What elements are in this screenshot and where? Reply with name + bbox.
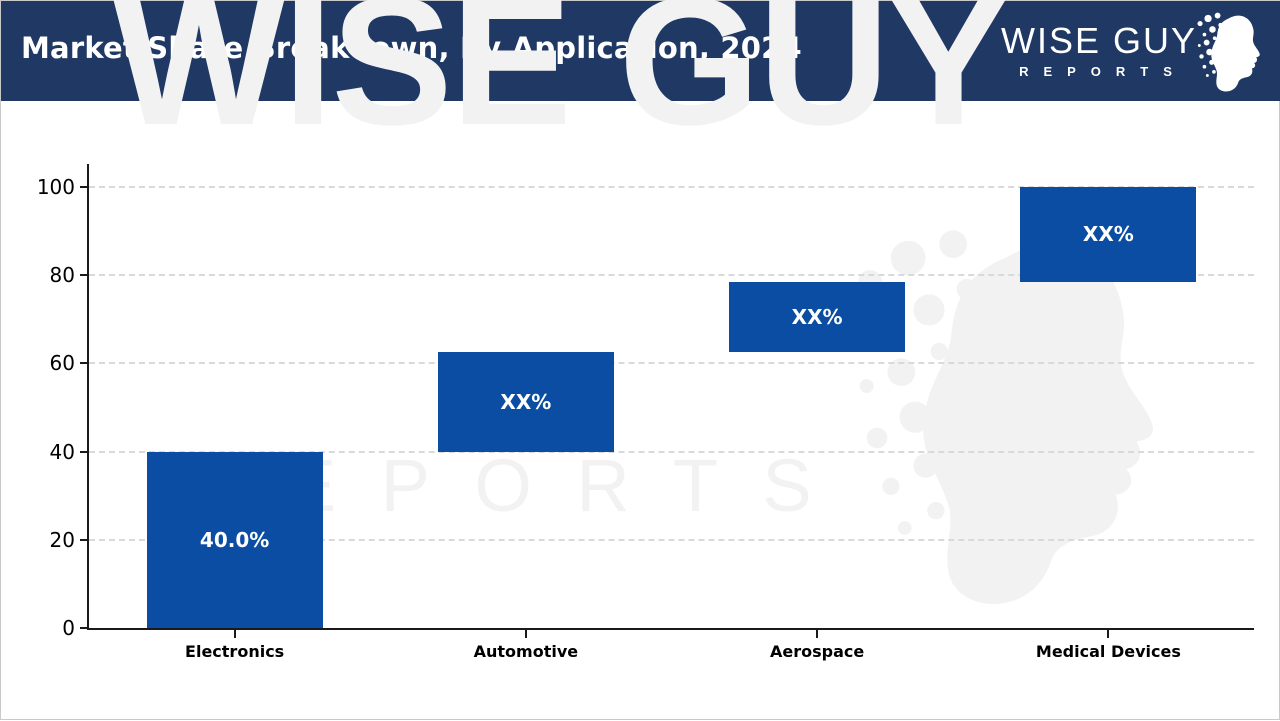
brand-wordmark: WISE GUY REPORTS <box>1000 20 1197 80</box>
bar-automotive: XX% <box>437 352 614 452</box>
gridline-60 <box>89 362 1254 365</box>
brand-head-icon <box>1193 9 1267 93</box>
bar-value-label: XX% <box>791 305 843 330</box>
bar-value-label: XX% <box>1082 222 1134 247</box>
bar-aerospace: XX% <box>729 281 906 353</box>
gridline-20 <box>89 538 1254 541</box>
x-axis-line <box>87 628 1254 630</box>
y-tick-label: 0 <box>62 616 75 640</box>
bar-medical-devices: XX% <box>1020 187 1197 282</box>
gridline-80 <box>89 274 1254 277</box>
y-axis-line <box>87 164 89 630</box>
y-tick-label: 60 <box>49 351 75 376</box>
bar-electronics: 40.0% <box>146 451 323 628</box>
y-tick-label: 20 <box>49 527 75 552</box>
header-bar: Market Share Breakdown, By Application, … <box>1 1 1280 101</box>
gridline-100 <box>89 186 1254 188</box>
x-axis-label-electronics: Electronics <box>185 642 285 661</box>
x-axis-label-automotive: Automotive <box>473 642 579 661</box>
y-tick-mark <box>80 274 88 277</box>
y-tick-mark <box>80 362 88 365</box>
watermark-head-icon <box>839 213 1185 611</box>
x-tick-mark <box>524 630 527 638</box>
y-tick-mark <box>80 538 88 541</box>
brand-logo: WISE GUY REPORTS <box>1001 1 1267 101</box>
bar-value-label: 40.0% <box>199 527 270 552</box>
y-tick-label: 100 <box>36 175 75 199</box>
y-tick-mark <box>80 186 88 188</box>
watermark-text: WISE GUY <box>113 0 1009 163</box>
y-tick-label: 80 <box>49 263 75 288</box>
gridline-40 <box>89 450 1254 453</box>
brand-subname: REPORTS <box>1019 64 1187 79</box>
y-tick-mark <box>80 450 88 453</box>
x-tick-mark <box>233 630 236 638</box>
bar-value-label: XX% <box>500 389 552 414</box>
brand-name: WISE GUY <box>1000 20 1197 61</box>
x-axis-label-medical-devices: Medical Devices <box>1035 642 1181 661</box>
x-tick-mark <box>816 630 819 638</box>
x-tick-mark <box>1107 630 1110 638</box>
y-tick-label: 40 <box>49 439 75 464</box>
y-tick-mark <box>80 627 88 629</box>
chart-title: Market Share Breakdown, By Application, … <box>21 31 802 65</box>
x-axis-label-aerospace: Aerospace <box>770 642 865 661</box>
